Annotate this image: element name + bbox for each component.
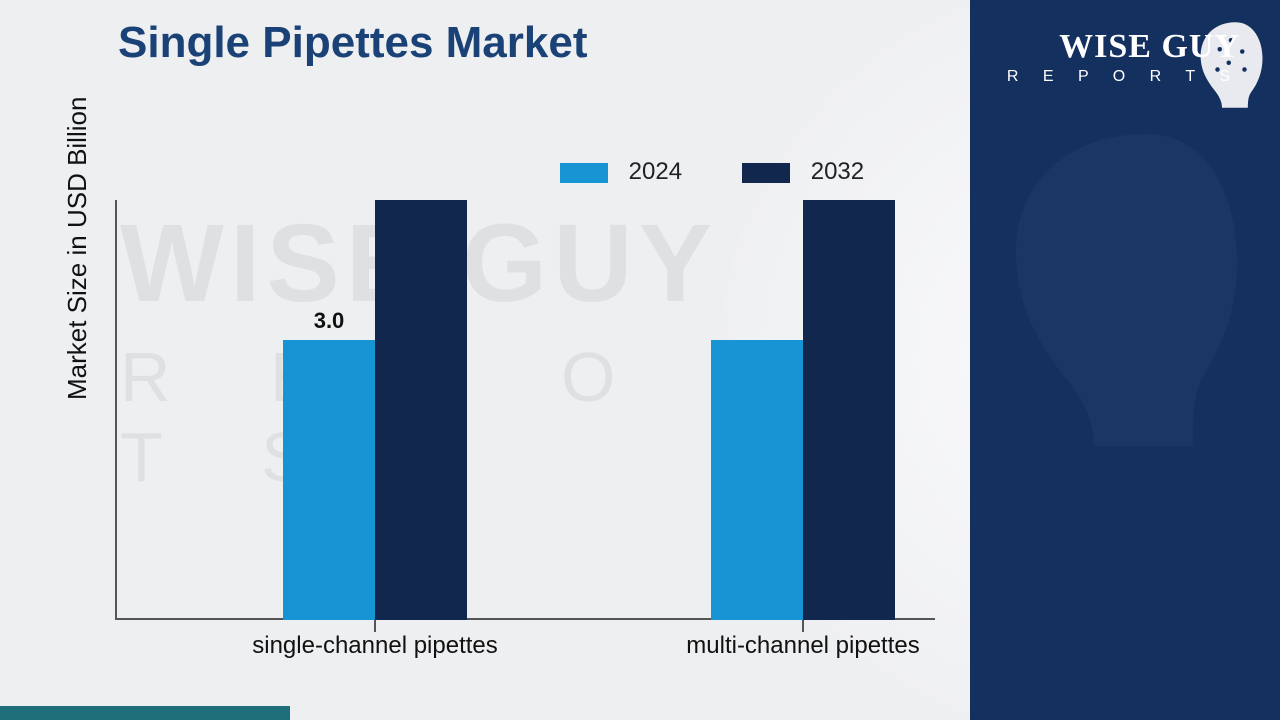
bar (283, 340, 375, 620)
chart-title: Single Pipettes Market (118, 18, 587, 68)
brand-logo-line1: WISE GUY (1007, 28, 1240, 66)
x-category-label: multi-channel pipettes (673, 632, 933, 661)
bar-group: 3.0single-channel pipettes (283, 200, 483, 620)
brand-logo: WISE GUY R E P O R T S (1007, 28, 1240, 86)
brand-logo-line2: R E P O R T S (1007, 68, 1240, 86)
legend-label: 2024 (629, 158, 682, 185)
chart-card: WISE GUY R E P O R T S Single Pipettes M… (0, 0, 1280, 720)
legend-item: 2032 (742, 158, 864, 186)
bar-value-label: 3.0 (283, 308, 375, 334)
bar (803, 200, 895, 620)
x-tick (374, 620, 376, 632)
chart-legend: 2024 2032 (560, 158, 864, 186)
decor-bottom-bar (0, 706, 290, 720)
legend-swatch (742, 163, 790, 183)
legend-item: 2024 (560, 158, 682, 186)
y-axis-label: Market Size in USD Billion (62, 97, 93, 400)
bar-group: multi-channel pipettes (711, 200, 911, 620)
x-category-label: single-channel pipettes (245, 632, 505, 661)
chart-plot-area: 3.0single-channel pipettes multi-channel … (115, 200, 935, 620)
legend-swatch (560, 163, 608, 183)
x-tick (802, 620, 804, 632)
bar (711, 340, 803, 620)
bar (375, 200, 467, 620)
y-axis-line (115, 200, 117, 620)
legend-label: 2032 (811, 158, 864, 185)
